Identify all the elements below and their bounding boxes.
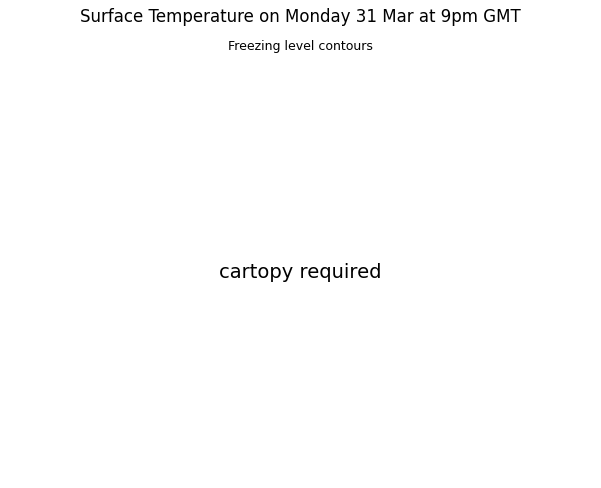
- Text: Surface Temperature on Monday 31 Mar at 9pm GMT: Surface Temperature on Monday 31 Mar at …: [80, 8, 521, 26]
- Text: cartopy required: cartopy required: [219, 263, 382, 282]
- Text: Freezing level contours: Freezing level contours: [228, 40, 373, 53]
